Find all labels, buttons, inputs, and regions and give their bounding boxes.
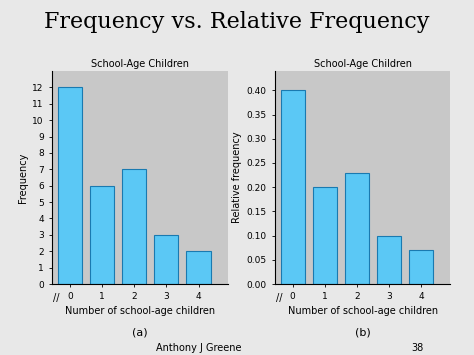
Title: School-Age Children: School-Age Children [91, 59, 189, 69]
Text: 38: 38 [411, 343, 423, 354]
Title: School-Age Children: School-Age Children [314, 59, 411, 69]
Text: //: // [53, 293, 60, 302]
X-axis label: Number of school-age children: Number of school-age children [65, 306, 215, 316]
Y-axis label: Relative frequency: Relative frequency [232, 132, 242, 223]
Text: (a): (a) [132, 327, 147, 338]
Bar [345, 173, 369, 284]
Text: (b): (b) [355, 327, 371, 338]
Bar [409, 250, 433, 284]
Bar [155, 235, 178, 284]
Y-axis label: Frequency: Frequency [18, 152, 28, 203]
Bar [281, 91, 305, 284]
Bar [122, 169, 146, 284]
X-axis label: Number of school-age children: Number of school-age children [288, 306, 438, 316]
Bar [377, 236, 401, 284]
Bar [186, 251, 210, 284]
Bar [90, 186, 114, 284]
Text: Anthony J Greene: Anthony J Greene [156, 343, 242, 354]
Text: Frequency vs. Relative Frequency: Frequency vs. Relative Frequency [44, 11, 430, 33]
Text: //: // [276, 293, 283, 302]
Bar [58, 87, 82, 284]
Bar [313, 187, 337, 284]
